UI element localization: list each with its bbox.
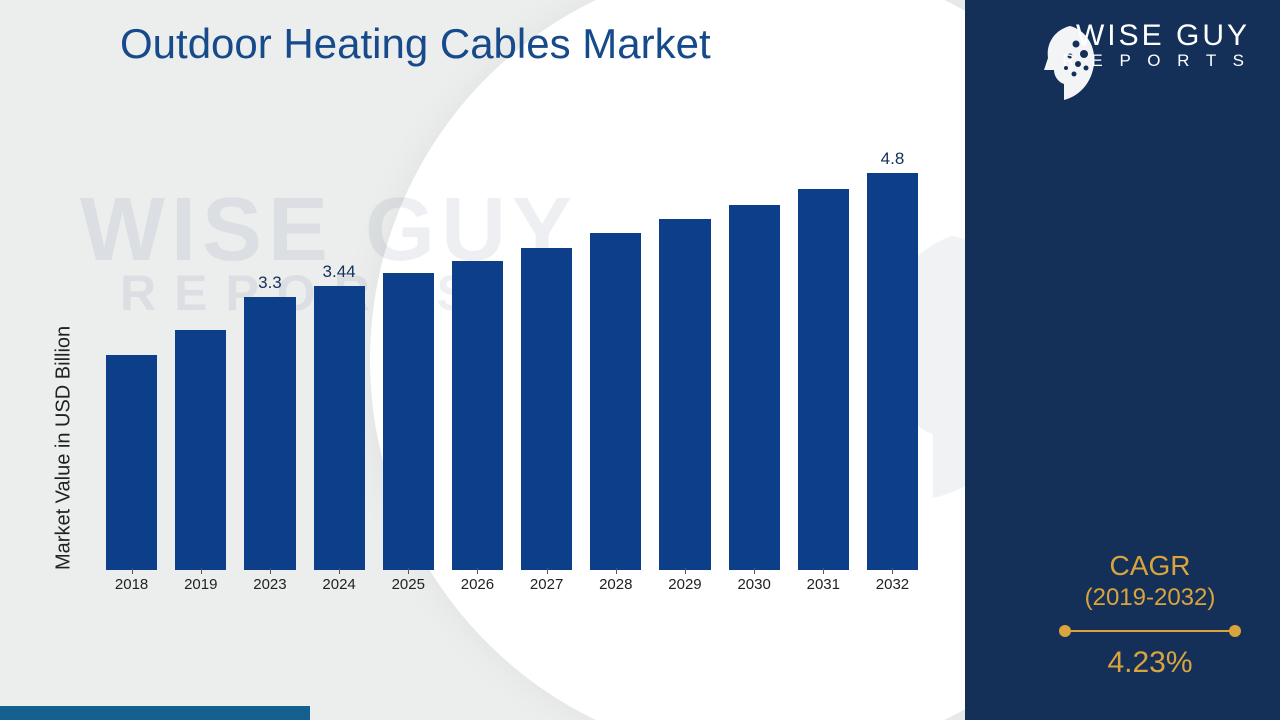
bar — [659, 219, 710, 570]
bar — [452, 261, 503, 570]
bar-col — [659, 195, 710, 570]
bar-col: 4.8 — [867, 149, 918, 570]
bar-col — [452, 237, 503, 570]
x-tick: 2031 — [798, 570, 849, 600]
bar-col — [521, 224, 572, 571]
x-tick: 2024 — [314, 570, 365, 600]
bar-col — [175, 306, 226, 570]
bar-col — [798, 165, 849, 570]
bar — [867, 173, 918, 570]
x-tick: 2019 — [175, 570, 226, 600]
bar-col: 3.44 — [314, 262, 365, 570]
cagr-divider — [1065, 630, 1235, 632]
bar — [314, 286, 365, 570]
bar — [521, 248, 572, 571]
y-axis-label: Market Value in USD Billion — [53, 326, 76, 570]
cagr-block: CAGR (2019-2032) 4.23% — [1020, 550, 1280, 680]
brand-line1: WISE GUY — [1062, 20, 1250, 52]
bar — [590, 233, 641, 570]
bar — [383, 273, 434, 570]
bar-col: 3.3 — [244, 273, 295, 570]
x-tick: 2029 — [659, 570, 710, 600]
bars-container: 3.3 3.44 4.8 — [102, 140, 922, 570]
cagr-range: (2019-2032) — [1020, 584, 1280, 612]
x-tick: 2026 — [452, 570, 503, 600]
x-tick: 2028 — [590, 570, 641, 600]
x-tick: 2025 — [383, 570, 434, 600]
bar-col — [106, 331, 157, 570]
x-tick: 2032 — [867, 570, 918, 600]
bar-value-label: 3.3 — [258, 273, 282, 293]
bar-value-label: 4.8 — [881, 149, 905, 169]
bar — [175, 330, 226, 570]
bottom-accent-bar — [0, 706, 310, 720]
bar-value-label: 3.44 — [323, 262, 356, 282]
brand-logo: WISE GUY R E P O R T S — [1062, 20, 1250, 69]
cagr-value: 4.23% — [1020, 646, 1280, 680]
chart-area: Market Value in USD Billion 3.3 3.44 4.8 2… — [40, 140, 930, 640]
bar-col — [729, 181, 780, 571]
page-title: Outdoor Heating Cables Market — [120, 20, 711, 68]
bar-col — [383, 249, 434, 570]
x-tick: 2030 — [729, 570, 780, 600]
bar — [244, 297, 295, 570]
x-tick: 2018 — [106, 570, 157, 600]
x-tick: 2027 — [521, 570, 572, 600]
infographic-stage: WISE GUY REPORTS Outdoor Heating Cables … — [0, 0, 1280, 720]
brand-line2: R E P O R T S — [1062, 52, 1250, 70]
bar-col — [590, 209, 641, 570]
bar — [798, 189, 849, 570]
plot-area: 3.33.444.8 20182019202320242025202620272… — [102, 140, 922, 600]
bar — [729, 205, 780, 571]
x-tick: 2023 — [244, 570, 295, 600]
bar — [106, 355, 157, 570]
x-axis: 2018 2019 2023 2024 2025 2026 2027 2028 2029 2030… — [102, 570, 922, 600]
cagr-label: CAGR — [1020, 550, 1280, 582]
